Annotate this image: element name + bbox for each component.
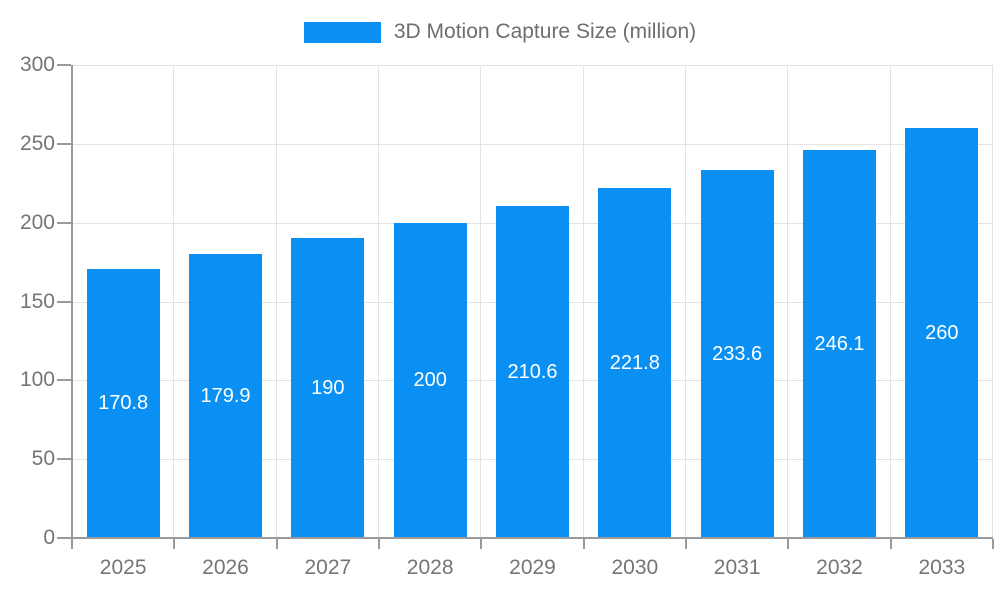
x-axis-label-2027: 2027 xyxy=(304,556,352,579)
y-tick-200 xyxy=(57,221,71,224)
x-axis-label-2026: 2026 xyxy=(202,556,249,579)
y-tick-50 xyxy=(57,458,71,461)
y-tick-150 xyxy=(57,300,71,303)
x-tick-0 xyxy=(71,539,73,549)
bar-2025[interactable] xyxy=(86,268,160,538)
y-axis-label-150: 150 xyxy=(19,289,55,313)
y-axis-label-200: 200 xyxy=(19,210,55,234)
y-tick-250 xyxy=(57,142,71,145)
legend[interactable]: 3D Motion Capture Size (million) xyxy=(0,21,1000,43)
x-axis-line xyxy=(72,537,993,539)
bar-value-2029: 210.6 xyxy=(507,360,558,383)
bar-value-2033: 260 xyxy=(925,322,959,345)
v-gridline-5 xyxy=(583,65,584,538)
x-tick-3 xyxy=(378,539,380,549)
bar-2031[interactable] xyxy=(700,169,774,538)
x-axis-label-2030: 2030 xyxy=(611,556,659,579)
y-tick-100 xyxy=(57,379,71,382)
bar-value-2032: 246.1 xyxy=(814,332,865,355)
v-gridline-1 xyxy=(173,65,174,538)
legend-label: 3D Motion Capture Size (million) xyxy=(393,20,697,43)
x-axis-label-2029: 2029 xyxy=(509,556,556,579)
x-tick-9 xyxy=(992,539,994,549)
y-axis-line xyxy=(71,65,73,539)
x-tick-1 xyxy=(173,539,176,549)
bar-value-2025: 170.8 xyxy=(98,392,149,415)
v-gridline-9 xyxy=(992,65,993,538)
bar-2028[interactable] xyxy=(393,222,467,538)
bar-value-2027: 190 xyxy=(311,377,345,400)
plot-area: 170.8 179.9 190 200 210.6 221.8 233.6 246.1 260 xyxy=(72,65,993,538)
v-gridline-3 xyxy=(378,65,379,538)
x-axis-label-2028: 2028 xyxy=(406,556,454,579)
x-tick-2 xyxy=(275,539,278,549)
x-axis-label-2025: 2025 xyxy=(99,556,147,579)
bar-2026[interactable] xyxy=(189,254,262,538)
bar-2030[interactable] xyxy=(598,188,672,538)
x-axis-label-2032: 2032 xyxy=(816,556,863,579)
x-axis-label-2031: 2031 xyxy=(713,556,761,579)
v-gridline-2 xyxy=(276,65,277,538)
bar-value-2031: 233.6 xyxy=(712,342,763,365)
legend-swatch xyxy=(303,21,381,43)
bar-2032[interactable] xyxy=(803,149,876,538)
y-axis-label-250: 250 xyxy=(19,131,55,155)
h-gridline-250 xyxy=(72,143,993,145)
y-axis-label-50: 50 xyxy=(31,447,55,471)
bar-value-2028: 200 xyxy=(413,369,447,392)
bar-2029[interactable] xyxy=(496,205,569,538)
bar-value-2026: 179.9 xyxy=(200,385,251,408)
x-tick-7 xyxy=(787,539,790,549)
y-tick-0 xyxy=(57,537,71,539)
v-gridline-7 xyxy=(787,65,788,538)
v-gridline-8 xyxy=(890,65,891,538)
x-tick-6 xyxy=(685,539,687,549)
y-axis-label-0: 0 xyxy=(43,526,55,549)
v-gridline-4 xyxy=(480,65,481,538)
x-tick-8 xyxy=(889,539,892,549)
y-axis-label-300: 300 xyxy=(19,53,55,76)
y-axis-label-100: 100 xyxy=(19,368,55,392)
v-gridline-6 xyxy=(685,65,686,538)
x-tick-5 xyxy=(582,539,585,549)
bar-2027[interactable] xyxy=(291,238,365,538)
x-axis-label-2033: 2033 xyxy=(918,556,966,579)
x-tick-4 xyxy=(480,539,483,549)
bar-2033[interactable] xyxy=(905,128,979,538)
bar-value-2030: 221.8 xyxy=(609,352,660,375)
h-gridline-300 xyxy=(72,65,993,66)
y-tick-300 xyxy=(57,64,71,66)
